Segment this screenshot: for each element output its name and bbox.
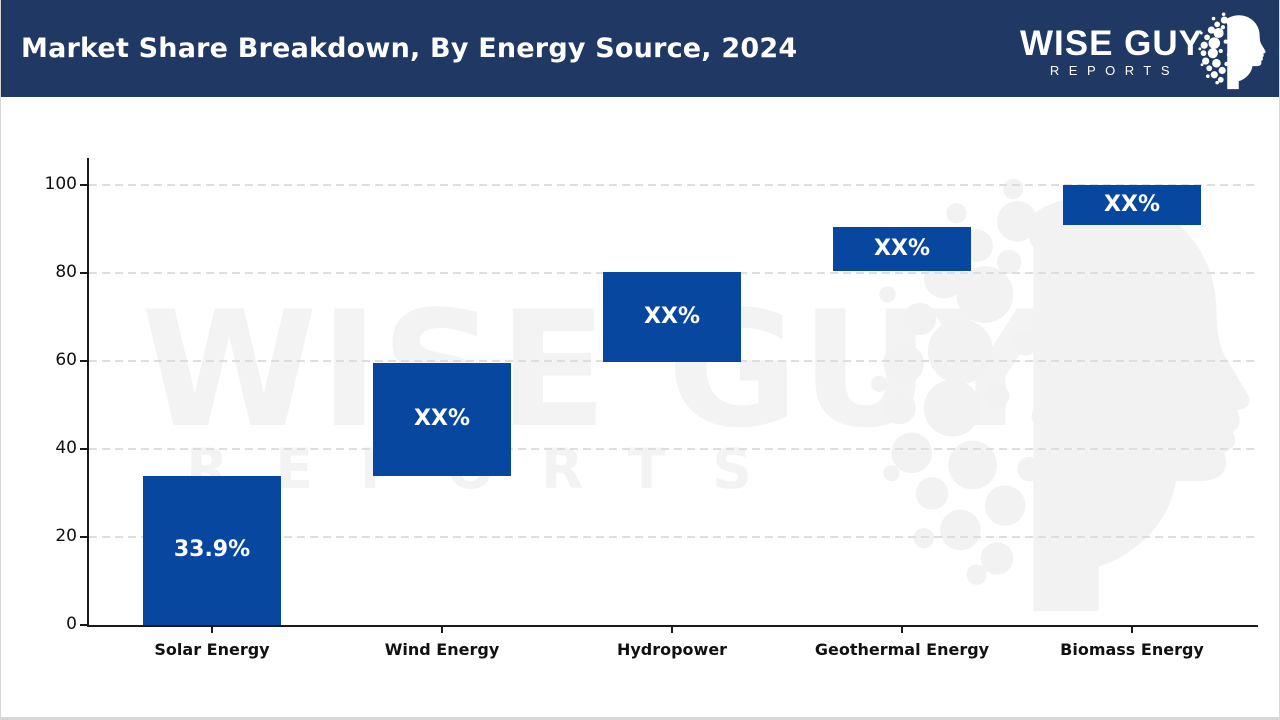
- x-axis-line: [87, 625, 1258, 627]
- x-tick-mark-wind-energy: [441, 627, 443, 633]
- y-tick-mark-0: [80, 624, 87, 626]
- bar-biomass-energy: [1063, 185, 1201, 226]
- logo-wordmark: WISE GUY: [1019, 23, 1203, 63]
- bar-value-label-geothermal-energy: XX%: [874, 235, 930, 261]
- x-tick-mark-solar-energy: [211, 627, 213, 633]
- gridline-100: [89, 184, 1258, 186]
- bar-wind-energy: [373, 362, 511, 476]
- gridline-20: [89, 536, 1258, 538]
- bar-value-label-biomass-energy: XX%: [1104, 192, 1160, 218]
- gridline-40: [89, 448, 1258, 450]
- bar-hydropower: [603, 272, 741, 362]
- wiseguy-logo: WISE GUY REPORTS: [1019, 8, 1269, 94]
- y-tick-mark-40: [80, 448, 87, 450]
- x-category-label-solar-energy: Solar Energy: [154, 640, 270, 659]
- bar-value-label-solar-energy: 33.9%: [173, 537, 251, 563]
- y-tick-mark-80: [80, 272, 87, 274]
- x-category-label-biomass-energy: Biomass Energy: [1060, 640, 1204, 659]
- y-tick-label-40: 40: [55, 438, 77, 458]
- wiseguy-logo-text: WISE GUY REPORTS: [1020, 26, 1203, 77]
- y-tick-label-80: 80: [55, 262, 77, 282]
- x-category-label-hydropower: Hydropower: [616, 640, 728, 659]
- y-tick-mark-20: [80, 536, 87, 538]
- header-bar: Market Share Breakdown, By Energy Source…: [1, 0, 1279, 97]
- bar-solar-energy: [143, 475, 281, 625]
- chart-title: Market Share Breakdown, By Energy Source…: [21, 33, 798, 64]
- x-category-label-wind-energy: Wind Energy: [384, 640, 500, 659]
- y-tick-mark-60: [80, 360, 87, 362]
- y-tick-label-100: 100: [44, 174, 77, 194]
- x-category-label-geothermal-energy: Geothermal Energy: [814, 640, 990, 659]
- bottom-edge-line: [1, 717, 1279, 720]
- x-tick-mark-geothermal-energy: [901, 627, 903, 633]
- bar-geothermal-energy: [833, 226, 971, 271]
- logo-subtitle: REPORTS: [1049, 62, 1180, 78]
- y-tick-label-0: 0: [66, 614, 77, 634]
- bar-value-label-hydropower: XX%: [644, 304, 700, 329]
- y-tick-mark-100: [80, 184, 87, 186]
- x-tick-mark-hydropower: [671, 627, 673, 633]
- x-tick-mark-biomass-energy: [1131, 627, 1133, 633]
- bar-value-label-wind-energy: XX%: [414, 406, 470, 432]
- y-tick-label-60: 60: [55, 350, 77, 370]
- y-tick-label-20: 20: [55, 526, 77, 546]
- y-axis-line: [87, 158, 89, 627]
